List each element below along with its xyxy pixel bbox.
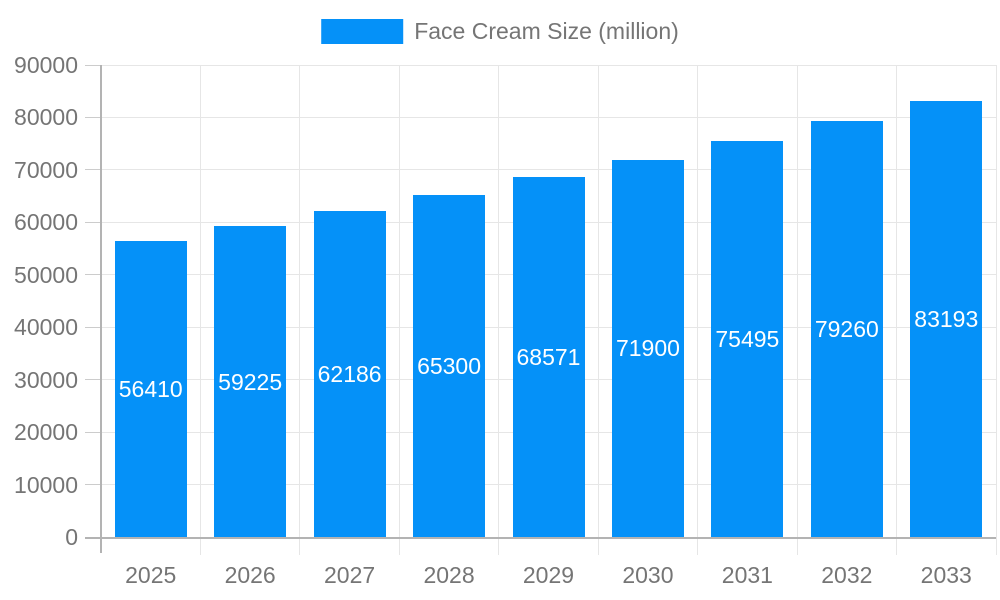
y-axis-tick (85, 326, 101, 328)
bar[interactable] (313, 210, 386, 537)
y-axis-label: 30000 (14, 366, 78, 393)
bar-value-label: 62186 (317, 360, 382, 387)
x-axis-label: 2027 (324, 562, 376, 588)
bar[interactable] (711, 141, 784, 537)
x-gridline (796, 65, 798, 555)
bar[interactable] (114, 241, 187, 537)
x-axis-label: 2031 (721, 562, 773, 588)
y-axis-line (100, 65, 102, 553)
bar[interactable] (413, 194, 486, 537)
bar-value-label: 59225 (218, 368, 283, 395)
bar[interactable] (214, 226, 287, 537)
bar[interactable] (810, 121, 883, 537)
y-axis-label: 10000 (14, 471, 78, 498)
y-axis-label: 0 (65, 524, 78, 550)
y-axis-tick (85, 274, 101, 276)
y-axis-label: 90000 (14, 52, 78, 78)
y-axis-tick (85, 221, 101, 223)
y-axis-label: 50000 (14, 261, 78, 288)
bar-value-label: 79260 (814, 316, 879, 343)
y-axis-label: 40000 (14, 314, 78, 341)
bar-value-label: 83193 (914, 305, 979, 332)
bar-value-label: 68571 (516, 344, 581, 371)
y-axis-tick (85, 431, 101, 433)
y-gridline (101, 169, 996, 171)
y-axis-tick (85, 116, 101, 118)
x-axis-label: 2025 (125, 562, 177, 588)
x-gridline (597, 65, 599, 555)
y-axis-label: 20000 (14, 419, 78, 446)
x-axis-label: 2026 (224, 562, 276, 588)
x-axis-label: 2029 (522, 562, 575, 588)
bar-value-label: 56410 (118, 376, 183, 403)
bar[interactable] (910, 100, 983, 537)
y-axis-tick (85, 64, 101, 66)
bar-value-label: 75495 (715, 326, 780, 353)
y-axis-label: 80000 (14, 104, 78, 131)
legend-item[interactable]: Face Cream Size (million) (321, 17, 679, 45)
legend-label: Face Cream Size (million) (414, 18, 679, 44)
bar[interactable] (611, 159, 684, 537)
y-axis-tick (85, 484, 101, 486)
y-axis-label: 60000 (14, 209, 78, 236)
bar-value-label: 65300 (417, 352, 482, 379)
y-gridline (101, 116, 996, 118)
x-axis-label: 2033 (920, 562, 972, 588)
x-gridline (995, 65, 997, 555)
x-gridline (199, 65, 201, 555)
x-axis-label: 2028 (423, 562, 475, 588)
x-gridline (299, 65, 301, 555)
y-gridline (101, 64, 996, 66)
y-axis-tick (85, 169, 101, 171)
x-axis-label: 2030 (622, 562, 674, 588)
bar[interactable] (512, 177, 585, 537)
x-gridline (398, 65, 400, 555)
y-axis-tick (85, 379, 101, 381)
x-gridline (498, 65, 500, 555)
legend-swatch (321, 18, 404, 44)
x-gridline (697, 65, 699, 555)
y-axis-label: 70000 (14, 156, 78, 183)
x-axis-label: 2032 (821, 562, 873, 588)
bar-value-label: 71900 (615, 335, 680, 362)
x-gridline (896, 65, 898, 555)
x-axis-line (85, 537, 996, 539)
